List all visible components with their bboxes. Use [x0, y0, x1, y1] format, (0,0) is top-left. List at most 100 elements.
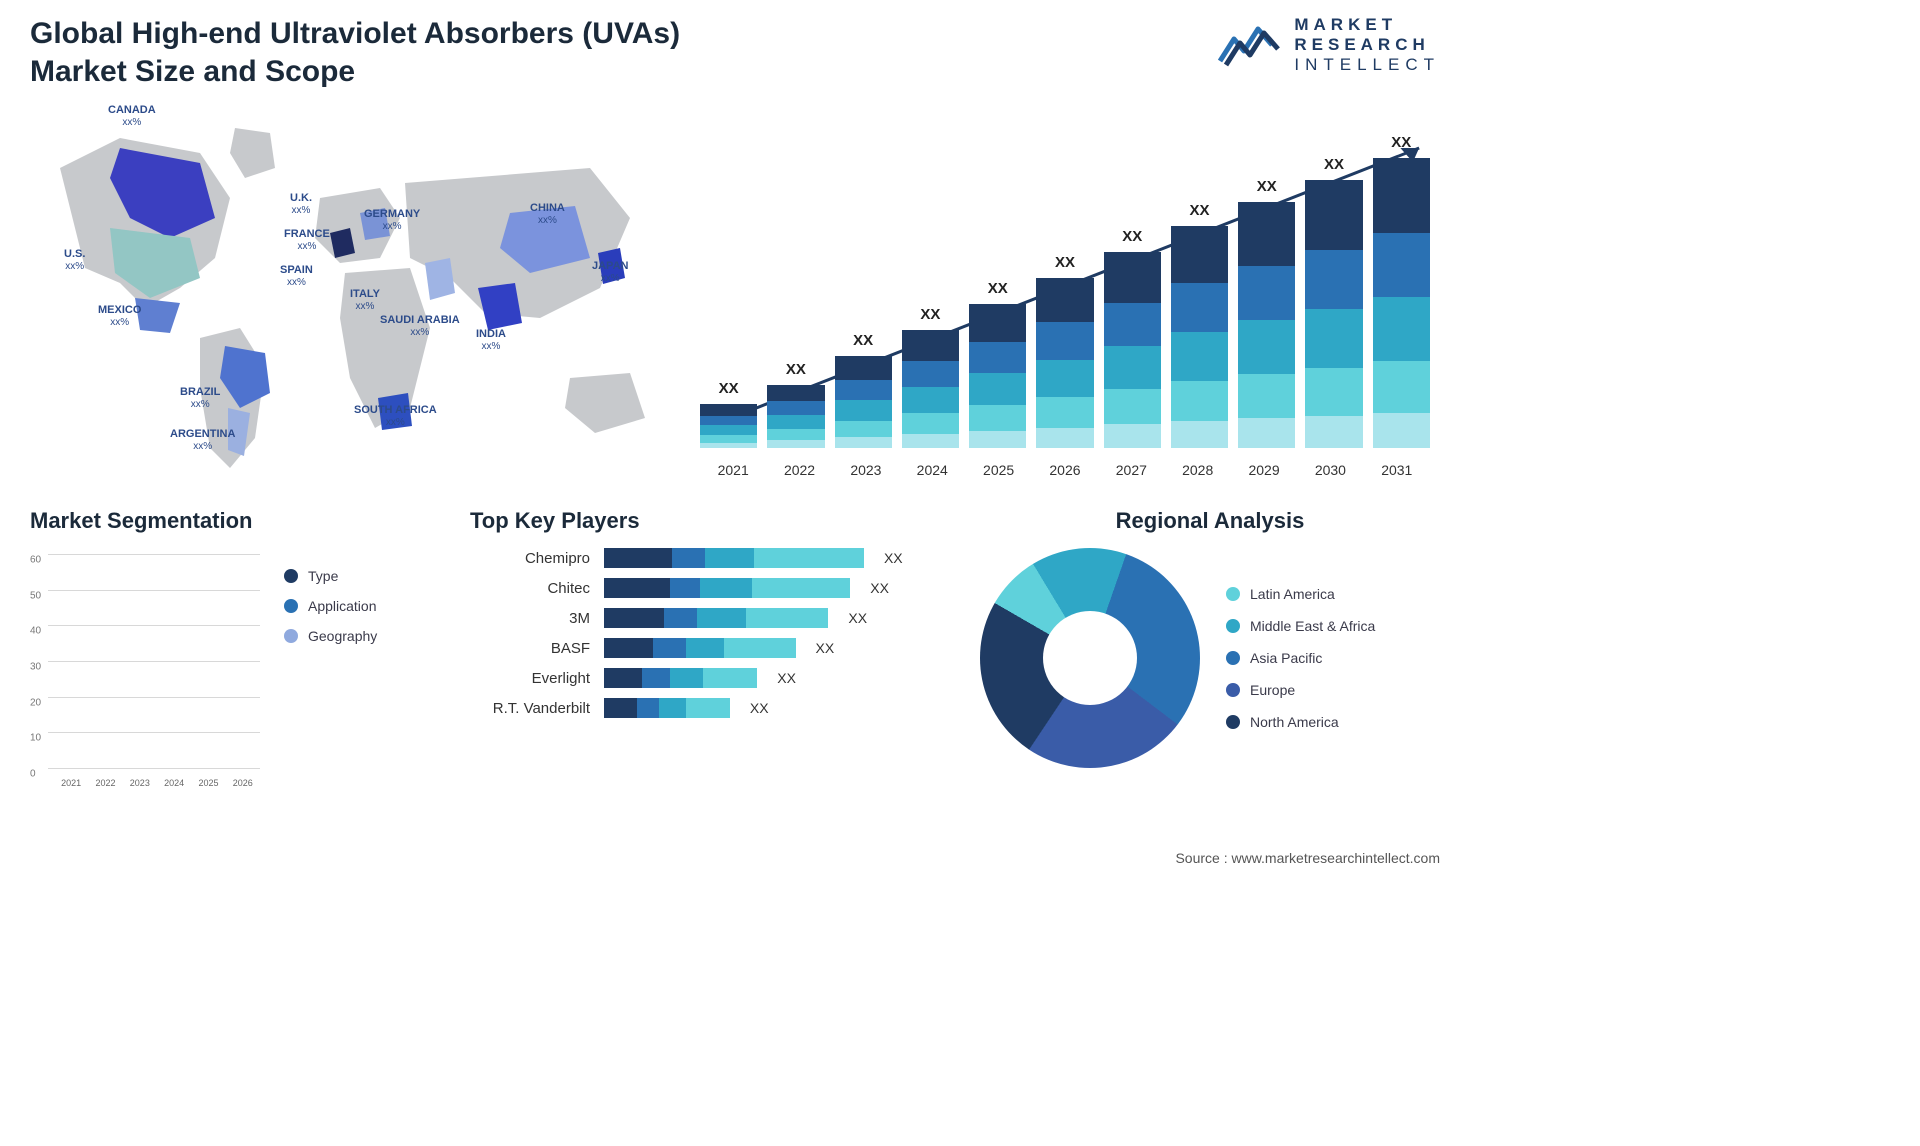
seg-ytick: 20	[30, 697, 260, 708]
growth-value-label: XX	[1305, 156, 1362, 173]
keyplayer-label: BASF	[470, 640, 590, 657]
growth-year-label: 2028	[1165, 462, 1231, 478]
keyplayer-value: XX	[777, 670, 796, 686]
keyplayer-row: Everlight XX	[470, 668, 940, 688]
growth-year-label: 2031	[1364, 462, 1430, 478]
map-label: BRAZILxx%	[180, 386, 220, 411]
keyplayer-row: BASF XX	[470, 638, 940, 658]
growth-bar: XX	[1305, 180, 1362, 448]
segmentation-title: Market Segmentation	[30, 508, 430, 534]
growth-bar: XX	[969, 304, 1026, 448]
keyplayers-title: Top Key Players	[470, 508, 940, 534]
map-label: GERMANYxx%	[364, 208, 420, 233]
seg-year-label: 2026	[226, 778, 260, 788]
growth-bar: XX	[700, 404, 757, 448]
legend-item: North America	[1226, 714, 1375, 730]
growth-year-label: 2025	[965, 462, 1031, 478]
keyplayer-label: R.T. Vanderbilt	[470, 700, 590, 717]
growth-value-label: XX	[767, 361, 824, 378]
seg-ytick: 30	[30, 662, 260, 673]
growth-bar: XX	[1238, 202, 1295, 448]
keyplayers-chart: ChemiproXXChitecXX3MXXBASFXXEverlightXXR…	[470, 548, 940, 718]
regional-donut	[980, 548, 1200, 768]
logo-line2: RESEARCH	[1294, 35, 1440, 55]
logo-mark-icon	[1218, 21, 1282, 69]
seg-ytick: 50	[30, 590, 260, 601]
growth-value-label: XX	[1036, 254, 1093, 271]
logo-line1: MARKET	[1294, 15, 1440, 35]
growth-bar: XX	[1036, 278, 1093, 448]
logo-line3: INTELLECT	[1294, 55, 1440, 75]
growth-value-label: XX	[1104, 228, 1161, 245]
keyplayer-value: XX	[884, 550, 903, 566]
keyplayer-value: XX	[750, 700, 769, 716]
legend-item: Application	[284, 598, 377, 614]
growth-year-label: 2026	[1032, 462, 1098, 478]
map-label: MEXICOxx%	[98, 304, 141, 329]
world-map: CANADAxx%U.S.xx%MEXICOxx%BRAZILxx%ARGENT…	[30, 108, 670, 478]
map-label: SPAINxx%	[280, 264, 313, 289]
map-label: SOUTH AFRICAxx%	[354, 404, 437, 429]
segmentation-chart: 202120222023202420252026 0102030405060	[30, 548, 260, 788]
map-label: JAPANxx%	[592, 260, 628, 285]
growth-value-label: XX	[969, 280, 1026, 297]
legend-item: Europe	[1226, 682, 1375, 698]
map-label: ARGENTINAxx%	[170, 428, 235, 453]
growth-chart: XXXXXXXXXXXXXXXXXXXXXX 20212022202320242…	[700, 108, 1440, 478]
legend-item: Type	[284, 568, 377, 584]
growth-bar: XX	[835, 356, 892, 448]
seg-year-label: 2023	[123, 778, 157, 788]
legend-item: Latin America	[1226, 586, 1375, 602]
keyplayer-label: Chemipro	[470, 550, 590, 567]
keyplayer-row: 3M XX	[470, 608, 940, 628]
keyplayer-row: Chitec XX	[470, 578, 940, 598]
regional-legend: Latin America Middle East & Africa Asia Pa…	[1226, 586, 1375, 730]
keyplayer-label: Everlight	[470, 670, 590, 687]
legend-item: Geography	[284, 628, 377, 644]
growth-value-label: XX	[700, 380, 757, 397]
map-label: CHINAxx%	[530, 202, 565, 227]
growth-value-label: XX	[1171, 202, 1228, 219]
growth-year-label: 2030	[1297, 462, 1363, 478]
seg-ytick: 10	[30, 733, 260, 744]
seg-year-label: 2022	[88, 778, 122, 788]
legend-item: Middle East & Africa	[1226, 618, 1375, 634]
map-label: FRANCExx%	[284, 228, 330, 253]
keyplayer-value: XX	[816, 640, 835, 656]
keyplayer-value: XX	[870, 580, 889, 596]
growth-year-label: 2027	[1098, 462, 1164, 478]
keyplayer-row: R.T. Vanderbilt XX	[470, 698, 940, 718]
map-label: U.K.xx%	[290, 192, 312, 217]
growth-year-label: 2023	[833, 462, 899, 478]
growth-value-label: XX	[902, 306, 959, 323]
growth-year-label: 2021	[700, 462, 766, 478]
growth-value-label: XX	[1373, 134, 1430, 151]
growth-year-label: 2029	[1231, 462, 1297, 478]
growth-bar: XX	[1171, 226, 1228, 448]
legend-item: Asia Pacific	[1226, 650, 1375, 666]
brand-logo: MARKET RESEARCH INTELLECT	[1218, 15, 1440, 75]
keyplayer-row: Chemipro XX	[470, 548, 940, 568]
seg-ytick: 40	[30, 626, 260, 637]
keyplayer-label: Chitec	[470, 580, 590, 597]
growth-bar: XX	[902, 330, 959, 448]
source-text: Source : www.marketresearchintellect.com	[1175, 850, 1440, 866]
seg-ytick: 60	[30, 555, 260, 566]
growth-value-label: XX	[1238, 178, 1295, 195]
map-label: U.S.xx%	[64, 248, 85, 273]
keyplayer-label: 3M	[470, 610, 590, 627]
growth-year-label: 2022	[766, 462, 832, 478]
segmentation-legend: Type Application Geography	[284, 548, 377, 788]
seg-year-label: 2025	[191, 778, 225, 788]
growth-bar: XX	[1373, 158, 1430, 448]
map-label: INDIAxx%	[476, 328, 506, 353]
keyplayer-value: XX	[848, 610, 867, 626]
page-title: Global High-end Ultraviolet Absorbers (U…	[30, 15, 750, 90]
seg-year-label: 2021	[54, 778, 88, 788]
regional-title: Regional Analysis	[980, 508, 1440, 534]
map-label: ITALYxx%	[350, 288, 380, 313]
map-label: CANADAxx%	[108, 104, 156, 129]
growth-year-label: 2024	[899, 462, 965, 478]
seg-ytick: 0	[30, 769, 260, 780]
growth-bar: XX	[767, 385, 824, 448]
